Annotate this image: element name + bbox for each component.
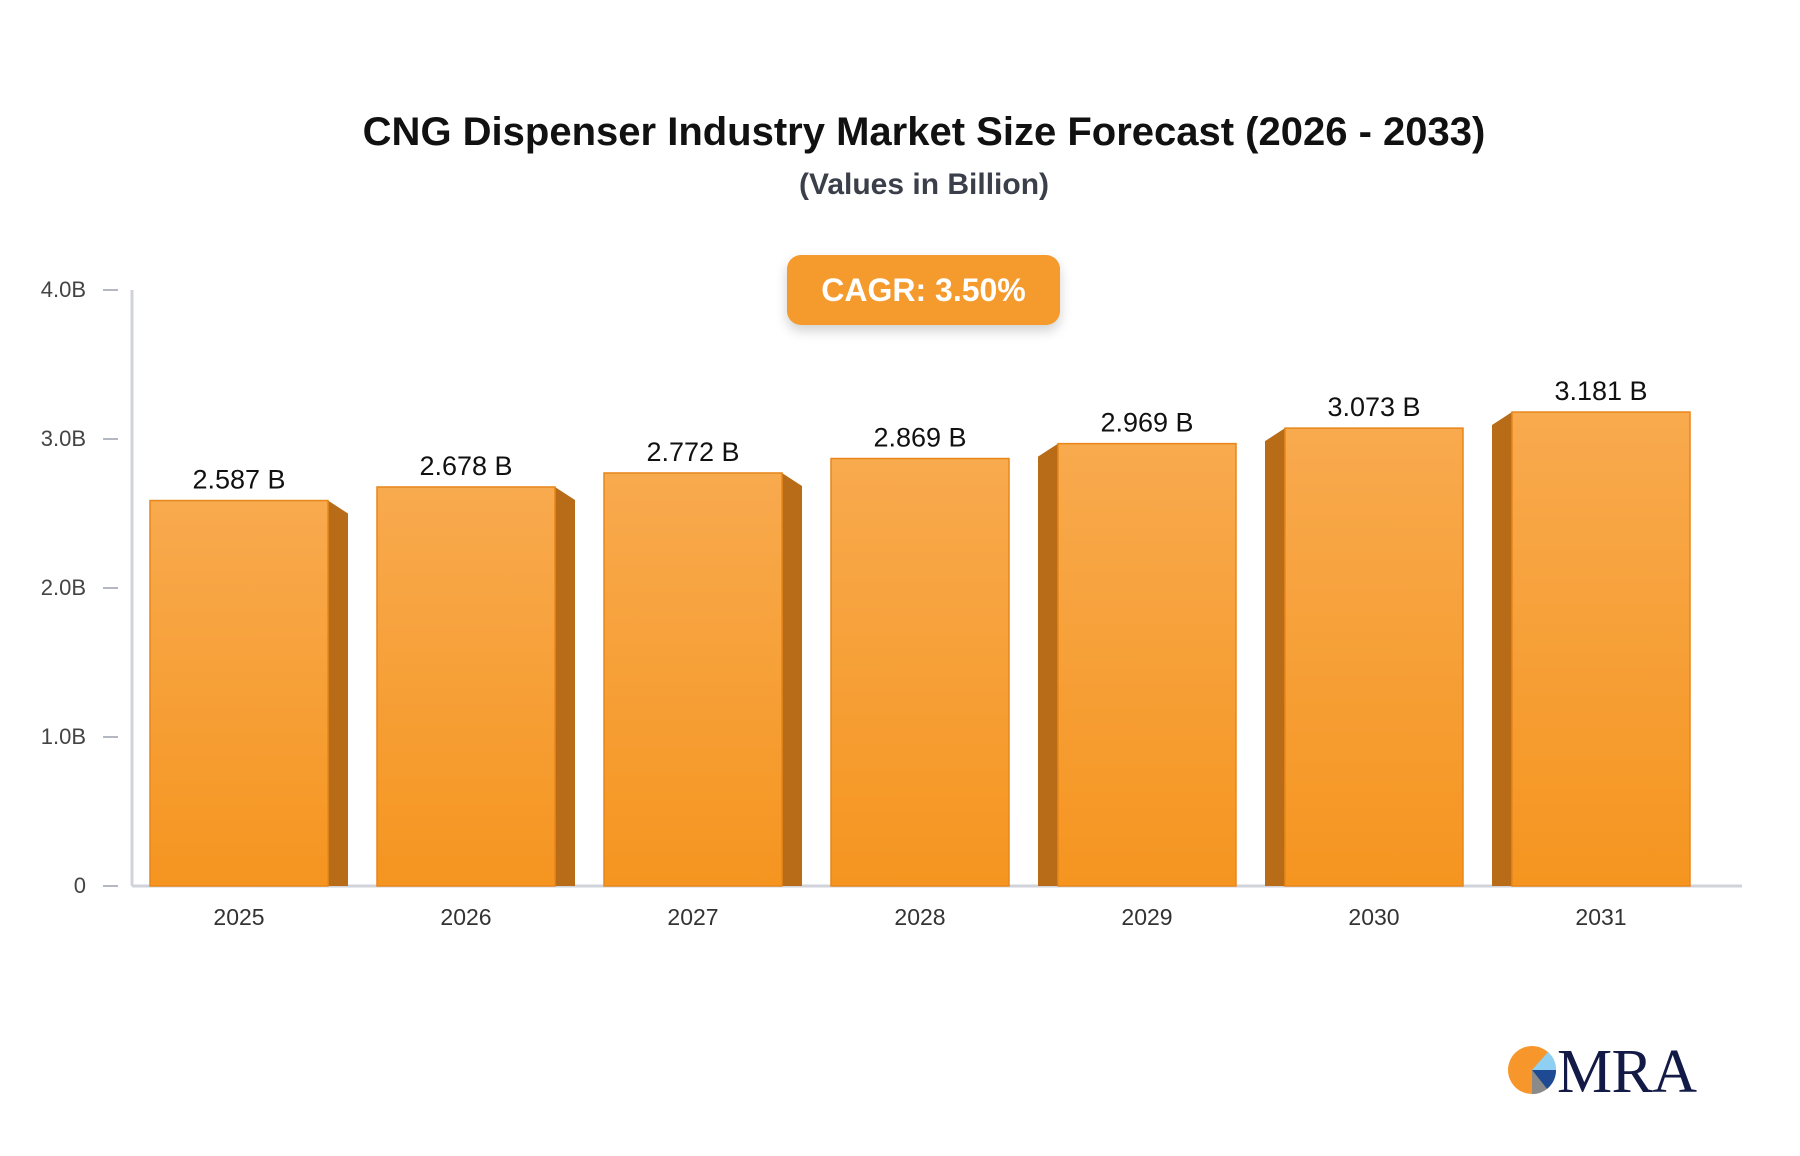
cagr-badge: CAGR: 3.50% (787, 255, 1060, 325)
y-tick-label: 3.0B (41, 426, 86, 451)
chart-title: CNG Dispenser Industry Market Size Forec… (362, 110, 1486, 154)
x-tick-label: 2025 (213, 904, 264, 930)
x-tick-label: 2030 (1348, 904, 1399, 930)
data-label: 2.869 B (873, 423, 966, 453)
bar (1511, 411, 1691, 887)
y-tick-label: 2.0B (41, 575, 86, 600)
data-label: 2.587 B (192, 465, 285, 495)
y-tick-label: 4.0B (41, 277, 86, 302)
mra-logo: MRA (1508, 1040, 1697, 1100)
x-tick-label: 2027 (667, 904, 718, 930)
bar (603, 472, 783, 887)
chart-subtitle: (Values in Billion) (798, 168, 1050, 201)
bar (149, 499, 329, 887)
data-label: 3.073 B (1327, 392, 1420, 422)
bar (1057, 442, 1237, 887)
bar-side (1265, 428, 1285, 886)
y-tick-label: 0 (74, 873, 86, 898)
x-tick-label: 2031 (1575, 904, 1626, 930)
bar (1284, 427, 1464, 887)
bar-side (555, 486, 575, 886)
svg-text:MRA: MRA (1557, 1040, 1697, 1100)
data-label: 2.678 B (419, 451, 512, 481)
data-label: 2.969 B (1100, 408, 1193, 438)
y-tick-label: 1.0B (41, 724, 86, 749)
bar-side (328, 500, 348, 886)
x-tick-label: 2028 (894, 904, 945, 930)
x-tick-label: 2026 (440, 904, 491, 930)
bar (830, 457, 1010, 887)
bar-side (782, 472, 802, 886)
x-tick-label: 2029 (1121, 904, 1172, 930)
data-label: 2.772 B (646, 437, 739, 467)
bar-side (1038, 443, 1058, 886)
data-label: 3.181 B (1554, 376, 1647, 406)
bar (376, 486, 556, 887)
bar-side (1492, 412, 1512, 886)
